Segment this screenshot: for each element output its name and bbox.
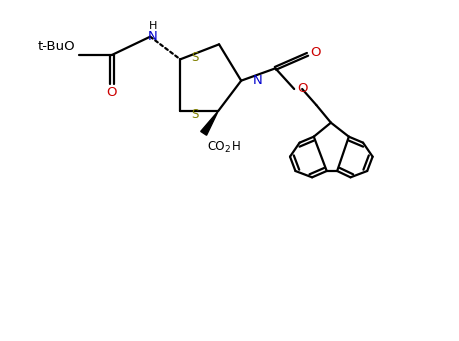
Text: N: N (147, 30, 157, 43)
Text: O: O (310, 46, 321, 59)
Text: N: N (253, 74, 263, 87)
Text: O: O (297, 83, 308, 95)
Text: CO: CO (207, 140, 225, 153)
Text: O: O (106, 86, 117, 99)
Text: t-BuO: t-BuO (38, 40, 75, 53)
Text: S: S (191, 108, 198, 121)
Polygon shape (201, 111, 218, 135)
Text: S: S (191, 51, 198, 64)
Text: 2: 2 (224, 145, 230, 154)
Text: H: H (149, 21, 157, 31)
Text: H: H (231, 140, 240, 153)
